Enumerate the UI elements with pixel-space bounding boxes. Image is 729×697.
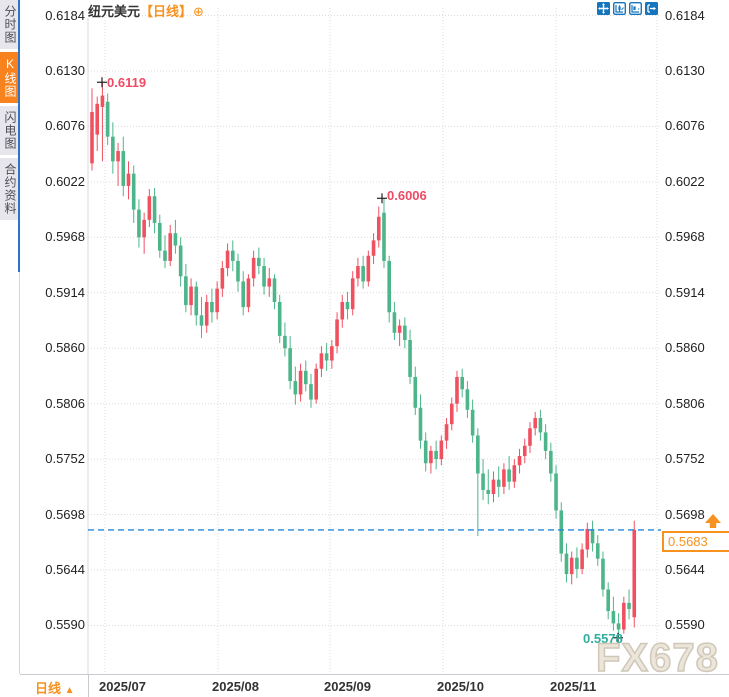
x-tick-1: 2025/08: [212, 679, 259, 694]
period-tag: 【日线】: [140, 4, 193, 19]
timeframe-text: 日线: [35, 681, 62, 696]
y-tick-right-2: 0.6076: [665, 118, 705, 134]
annotation-0.5578: 0.5578: [583, 631, 623, 646]
y-tick-right-9: 0.5698: [665, 506, 705, 522]
footer-divider: [20, 674, 729, 675]
zoom-in-range-icon[interactable]: [629, 2, 642, 15]
y-tick-left-7: 0.5806: [45, 395, 85, 411]
zoom-out-range-icon[interactable]: [613, 2, 626, 15]
sidebar-tab-2[interactable]: 闪电图: [0, 106, 19, 155]
sidebar-blue-border: [18, 0, 20, 272]
sidebar-tab-1[interactable]: K线图: [0, 52, 19, 103]
y-tick-right-11: 0.5590: [665, 617, 705, 633]
crosshair-move-icon[interactable]: [597, 2, 610, 15]
y-tick-right-6: 0.5860: [665, 340, 705, 356]
y-tick-left-1: 0.6130: [45, 62, 85, 78]
y-tick-left-10: 0.5644: [45, 562, 85, 577]
y-tick-right-0: 0.6184: [665, 7, 705, 23]
y-tick-right-5: 0.5914: [665, 284, 705, 300]
price-up-arrow-icon: [705, 513, 721, 528]
y-tick-left-6: 0.5860: [45, 340, 85, 356]
y-tick-left-3: 0.6022: [45, 173, 85, 189]
y-tick-right-3: 0.6022: [665, 173, 705, 189]
y-tick-right-4: 0.5968: [665, 229, 705, 245]
sidebar: 分时图 K线图闪电图合约资料: [0, 0, 19, 697]
timeframe-arrow-icon: ▲: [64, 685, 75, 696]
sidebar-tab-0[interactable]: 分时图: [0, 0, 19, 49]
y-tick-right-1: 0.6130: [665, 62, 705, 78]
watermark: FX678: [595, 635, 719, 681]
y-tick-right-10: 0.5644: [665, 562, 705, 577]
x-tick-4: 2025/11: [550, 679, 597, 694]
y-tick-right-7: 0.5806: [665, 395, 705, 411]
pan-right-icon[interactable]: [645, 2, 658, 15]
y-tick-left-11: 0.5590: [45, 617, 85, 633]
annotation-0.6119: 0.6119: [107, 75, 147, 90]
y-tick-right-8: 0.5752: [665, 451, 705, 467]
y-tick-left-4: 0.5968: [45, 229, 85, 245]
y-tick-left-8: 0.5752: [45, 451, 85, 467]
expand-icon[interactable]: ⊕: [193, 4, 204, 19]
y-tick-left-9: 0.5698: [45, 506, 85, 522]
annotation-0.6006: 0.6006: [387, 188, 427, 203]
y-tick-left-5: 0.5914: [45, 284, 85, 300]
chart-title: 纽元美元【日线】⊕: [88, 1, 204, 19]
timeframe-selector[interactable]: 日线 ▲: [35, 678, 75, 697]
sidebar-tab-3[interactable]: 合约资料: [0, 158, 19, 220]
current-price-label: 0.5683: [662, 530, 729, 552]
symbol-name: 纽元美元: [88, 4, 141, 19]
x-tick-0: 2025/07: [99, 679, 146, 694]
footer-vertical-divider: [88, 674, 89, 697]
sidebar-gray-border: [19, 272, 20, 674]
y-tick-left-2: 0.6076: [45, 118, 85, 134]
x-tick-3: 2025/10: [437, 679, 484, 694]
y-tick-left-0: 0.6184: [45, 7, 85, 23]
chart-toolbar: [597, 2, 658, 15]
x-tick-2: 2025/09: [324, 679, 371, 694]
